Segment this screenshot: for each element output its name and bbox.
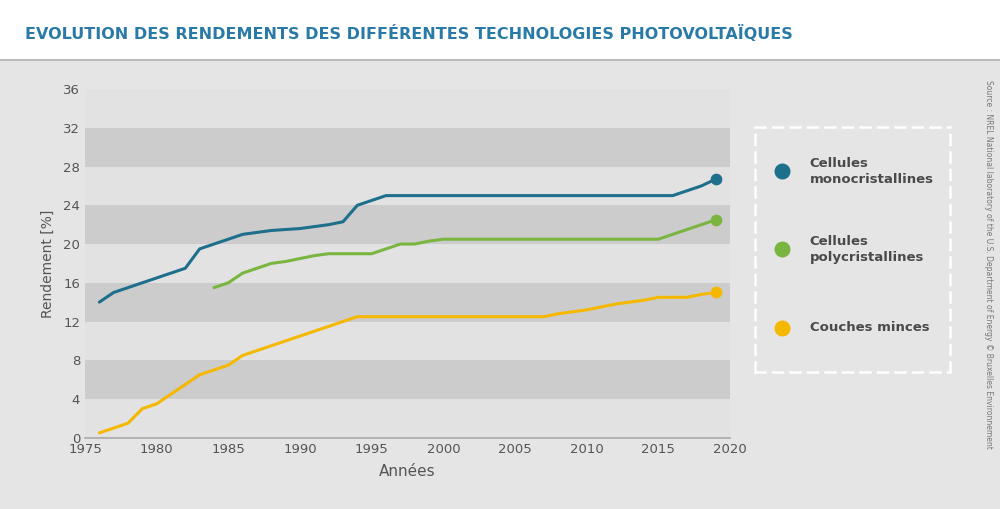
Point — [708, 216, 724, 224]
Bar — [85, 166, 730, 205]
Bar — [85, 89, 730, 128]
Text: Source : NREL National laboratory of the U.S. Department of Energy © Bruxelles E: Source : NREL National laboratory of the… — [984, 80, 992, 449]
Bar — [85, 283, 730, 322]
Text: Cellules
polycristallines: Cellules polycristallines — [810, 235, 924, 264]
Y-axis label: Rendement [%]: Rendement [%] — [41, 209, 55, 318]
Text: Cellules
monocristallines: Cellules monocristallines — [810, 157, 934, 186]
Text: Couches minces: Couches minces — [810, 321, 929, 334]
Text: EVOLUTION DES RENDEMENTS DES DIFFÉRENTES TECHNOLOGIES PHOTOVOLTAÏQUES: EVOLUTION DES RENDEMENTS DES DIFFÉRENTES… — [25, 25, 793, 42]
X-axis label: Années: Années — [379, 464, 436, 479]
Bar — [85, 128, 730, 166]
Bar — [85, 244, 730, 283]
Bar — [85, 322, 730, 360]
Bar — [85, 399, 730, 438]
Bar — [85, 205, 730, 244]
Point — [708, 289, 724, 297]
Point — [708, 175, 724, 183]
Bar — [85, 360, 730, 399]
